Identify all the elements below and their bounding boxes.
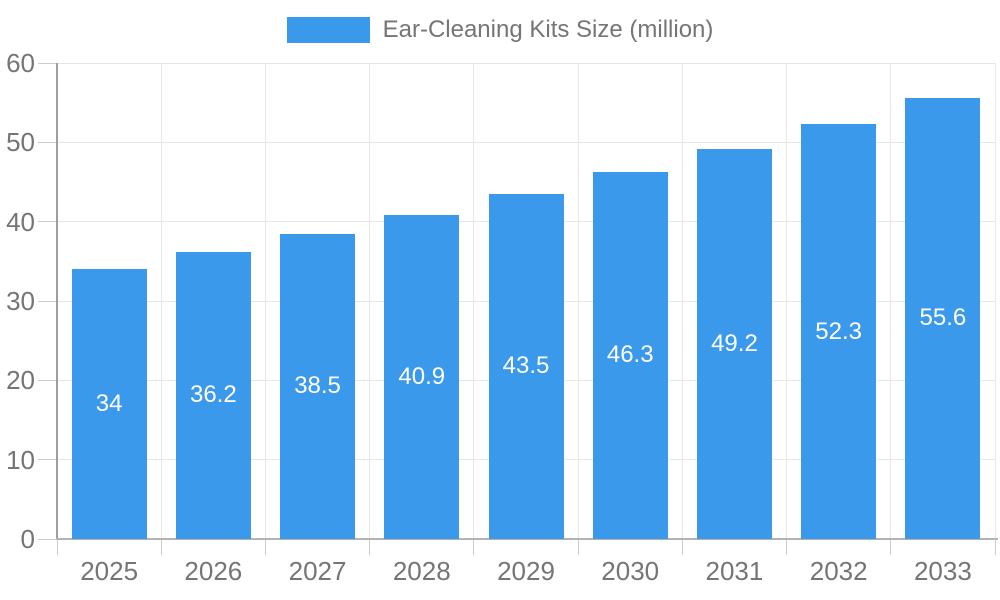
- legend-label: Ear-Cleaning Kits Size (million): [382, 16, 714, 43]
- x-gridline: [369, 63, 371, 539]
- y-gridline: [57, 141, 995, 143]
- y-axis-label: 40: [6, 206, 35, 237]
- x-gridline: [264, 63, 266, 539]
- x-gridline: [160, 63, 162, 539]
- y-axis-tick: [38, 459, 57, 461]
- x-axis-label: 2026: [184, 556, 243, 586]
- bar[interactable]: 36.2: [175, 251, 251, 539]
- x-gridline: [994, 63, 996, 539]
- y-axis-tick: [38, 62, 57, 64]
- bar[interactable]: 49.2: [696, 148, 772, 539]
- y-axis-label: 10: [6, 444, 35, 475]
- bar[interactable]: 34: [71, 269, 147, 539]
- x-axis-tick: [890, 539, 892, 555]
- x-axis-label: 2032: [809, 556, 868, 586]
- bar-value-label: 40.9: [398, 362, 446, 390]
- x-axis-label: 2028: [392, 556, 451, 586]
- x-gridline: [890, 63, 892, 539]
- y-axis-label: 0: [20, 524, 35, 554]
- y-axis-tick: [38, 300, 57, 302]
- bar-value-label: 34: [95, 390, 123, 418]
- y-axis-label: 20: [6, 365, 35, 396]
- bar[interactable]: 38.5: [280, 233, 356, 539]
- y-axis-tick: [38, 141, 57, 143]
- x-gridline: [577, 63, 579, 539]
- bar-value-label: 46.3: [606, 341, 654, 369]
- y-axis-tick: [38, 221, 57, 223]
- y-axis-tick: [38, 379, 57, 381]
- bar-value-label: 49.2: [711, 329, 758, 357]
- x-axis-label: 2033: [913, 556, 972, 586]
- x-axis-tick: [681, 539, 683, 555]
- x-axis-label: 2031: [705, 556, 764, 586]
- bar[interactable]: 40.9: [384, 214, 460, 539]
- x-axis-tick: [369, 539, 371, 555]
- bar-value-label: 36.2: [189, 381, 237, 409]
- x-axis-tick: [473, 539, 475, 555]
- y-axis-tick: [38, 538, 57, 540]
- bar-value-label: 38.5: [294, 372, 341, 400]
- bar[interactable]: 55.6: [905, 97, 981, 539]
- bar-value-label: 43.5: [502, 352, 550, 380]
- x-axis-tick: [994, 539, 996, 555]
- x-gridline: [786, 63, 788, 539]
- y-axis-label: 30: [6, 286, 35, 316]
- x-axis-label: 2029: [497, 556, 555, 586]
- x-gridline: [681, 63, 683, 539]
- bar[interactable]: 46.3: [592, 171, 668, 539]
- x-axis-tick: [264, 539, 266, 555]
- x-axis-tick: [786, 539, 788, 555]
- bar[interactable]: 52.3: [801, 124, 877, 539]
- x-axis-tick: [577, 539, 579, 555]
- y-axis-line: [56, 63, 58, 540]
- legend-item[interactable]: Ear-Cleaning Kits Size (million): [0, 16, 1000, 44]
- bar-value-label: 52.3: [815, 317, 863, 345]
- bar[interactable]: 43.5: [488, 193, 564, 539]
- bar-value-label: 55.6: [919, 304, 967, 332]
- x-axis-tick: [160, 539, 162, 555]
- x-axis-label: 2027: [288, 556, 347, 586]
- x-axis-tick: [56, 539, 58, 555]
- y-axis-label: 50: [6, 127, 35, 158]
- legend-swatch: [286, 17, 370, 43]
- x-gridline: [473, 63, 475, 539]
- y-gridline: [57, 62, 995, 64]
- x-axis-label: 2025: [80, 556, 139, 586]
- y-axis-label: 60: [6, 48, 35, 78]
- x-axis-line: [56, 538, 998, 540]
- x-axis-label: 2030: [601, 556, 660, 586]
